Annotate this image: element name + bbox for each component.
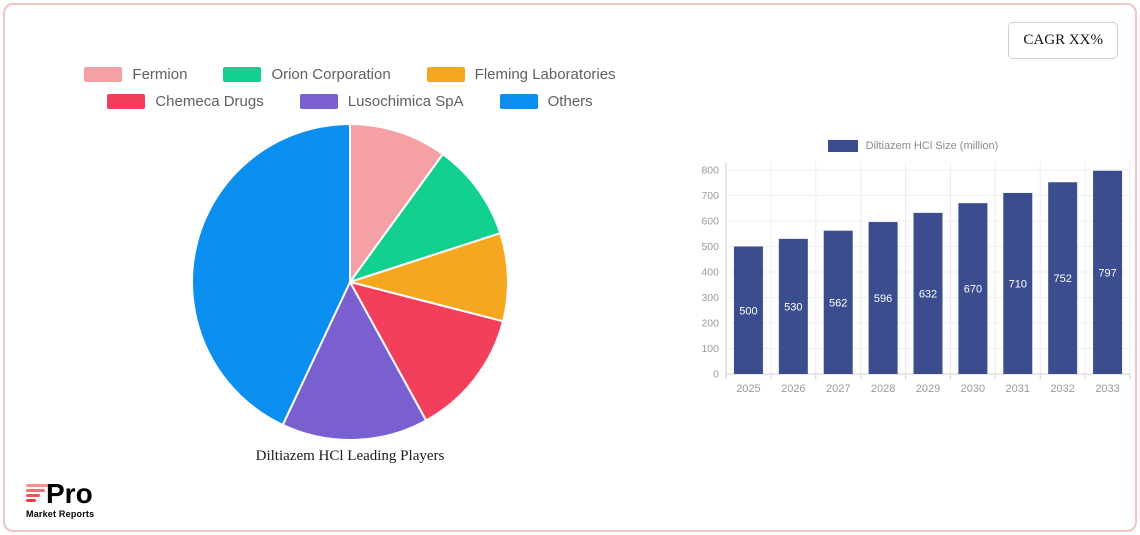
bar-2032[interactable]: [1048, 182, 1078, 374]
y-axis-label: 300: [701, 292, 719, 304]
bar-value-label: 500: [739, 305, 757, 317]
legend-swatch: [223, 67, 262, 82]
bar-chart-svg: 0 100 200 300 400 500 600 700 800 500 2025 530 2026 5…: [701, 162, 1131, 395]
logo-stripes-icon: [26, 484, 50, 502]
x-axis-label: 2031: [1006, 383, 1030, 395]
legend-item-lusochimica-spa[interactable]: Lusochimica SpA: [299, 93, 464, 110]
bar-value-label: 797: [1098, 267, 1116, 279]
x-axis-label: 2029: [916, 383, 940, 395]
legend-item-orion-corporation[interactable]: Orion Corporation: [223, 66, 391, 83]
y-axis-label: 400: [701, 267, 719, 279]
pie-slice-chemeca-drugs[interactable]: [349, 281, 505, 422]
bar-value-label: 752: [1053, 273, 1071, 285]
y-axis-label: 0: [713, 369, 719, 381]
legend-swatch: [426, 67, 465, 82]
pie-slice-orion-corporation[interactable]: [349, 153, 502, 283]
legend-item-fleming-laboratories[interactable]: Fleming Laboratories: [426, 66, 616, 83]
bar-2028[interactable]: [868, 222, 898, 374]
bar-2027[interactable]: [823, 230, 853, 374]
pie-slice-fleming-laboratories[interactable]: [349, 232, 510, 323]
legend-label: Fermion: [132, 66, 188, 83]
legend-swatch: [299, 94, 338, 109]
y-axis-label: 800: [701, 165, 719, 177]
bar-2026[interactable]: [778, 238, 808, 374]
y-axis-label: 600: [701, 216, 719, 228]
legend-swatch: [107, 94, 146, 109]
x-axis-label: 2026: [781, 383, 805, 395]
bar-2033[interactable]: [1093, 170, 1123, 374]
bar-2031[interactable]: [1003, 192, 1033, 374]
bar-chart-section: Diltiazem HCl Size (million) 0 100 200 300 4…: [688, 140, 1138, 413]
bar-legend-swatch: [827, 140, 858, 152]
legend-label: Orion Corporation: [271, 66, 391, 83]
pie-slice-fermion[interactable]: [349, 123, 444, 283]
x-axis-label: 2027: [826, 383, 850, 395]
bar-value-label: 596: [874, 293, 892, 305]
logo: Pro Market Reports: [26, 480, 94, 519]
y-axis-label: 700: [701, 190, 719, 202]
y-axis-label: 500: [701, 241, 719, 253]
pie-legend-row-2: Chemeca Drugs Lusochimica SpA Others: [40, 93, 660, 110]
y-axis-label: 200: [701, 318, 719, 330]
x-axis-label: 2032: [1050, 383, 1074, 395]
bar-value-label: 710: [1009, 278, 1027, 290]
bar-value-label: 530: [784, 301, 802, 313]
bar-legend-label: Diltiazem HCl Size (million): [865, 140, 999, 152]
x-axis-label: 2033: [1095, 383, 1119, 395]
pie-chart-section: Fermion Orion Corporation Fleming Laborato…: [40, 66, 660, 465]
x-axis-label: 2030: [961, 383, 985, 395]
pie-chart-svg: [191, 123, 510, 441]
legend-item-chemeca-drugs[interactable]: Chemeca Drugs: [107, 93, 264, 110]
logo-subtitle: Market Reports: [26, 509, 95, 519]
logo-title: Pro: [46, 478, 93, 509]
bar-2025[interactable]: [733, 246, 763, 375]
legend-item-others[interactable]: Others: [499, 93, 593, 110]
legend-item-fermion[interactable]: Fermion: [84, 66, 187, 83]
legend-label: Fleming Laboratories: [474, 66, 616, 83]
pie-slice-others[interactable]: [191, 123, 351, 426]
bar-value-label: 632: [919, 288, 937, 300]
bar-value-label: 562: [829, 297, 847, 309]
x-axis-label: 2028: [871, 383, 895, 395]
bar-2030[interactable]: [958, 203, 988, 374]
pie-legend-row-1: Fermion Orion Corporation Fleming Laborato…: [40, 66, 660, 83]
cagr-badge: CAGR XX%: [1008, 22, 1118, 59]
pie-chart-title: Diltiazem HCl Leading Players: [255, 448, 445, 464]
legend-label: Others: [547, 93, 593, 110]
legend-label: Lusochimica SpA: [347, 93, 464, 110]
bar-legend[interactable]: Diltiazem HCl Size (million): [688, 140, 1138, 152]
legend-label: Chemeca Drugs: [155, 93, 264, 110]
bar-2029[interactable]: [913, 212, 943, 374]
bar-value-label: 670: [964, 284, 982, 296]
legend-swatch: [84, 67, 123, 82]
pie-slice-lusochimica-spa[interactable]: [281, 281, 428, 441]
x-axis-label: 2025: [736, 383, 760, 395]
y-axis-label: 100: [701, 343, 719, 355]
legend-swatch: [499, 94, 538, 109]
